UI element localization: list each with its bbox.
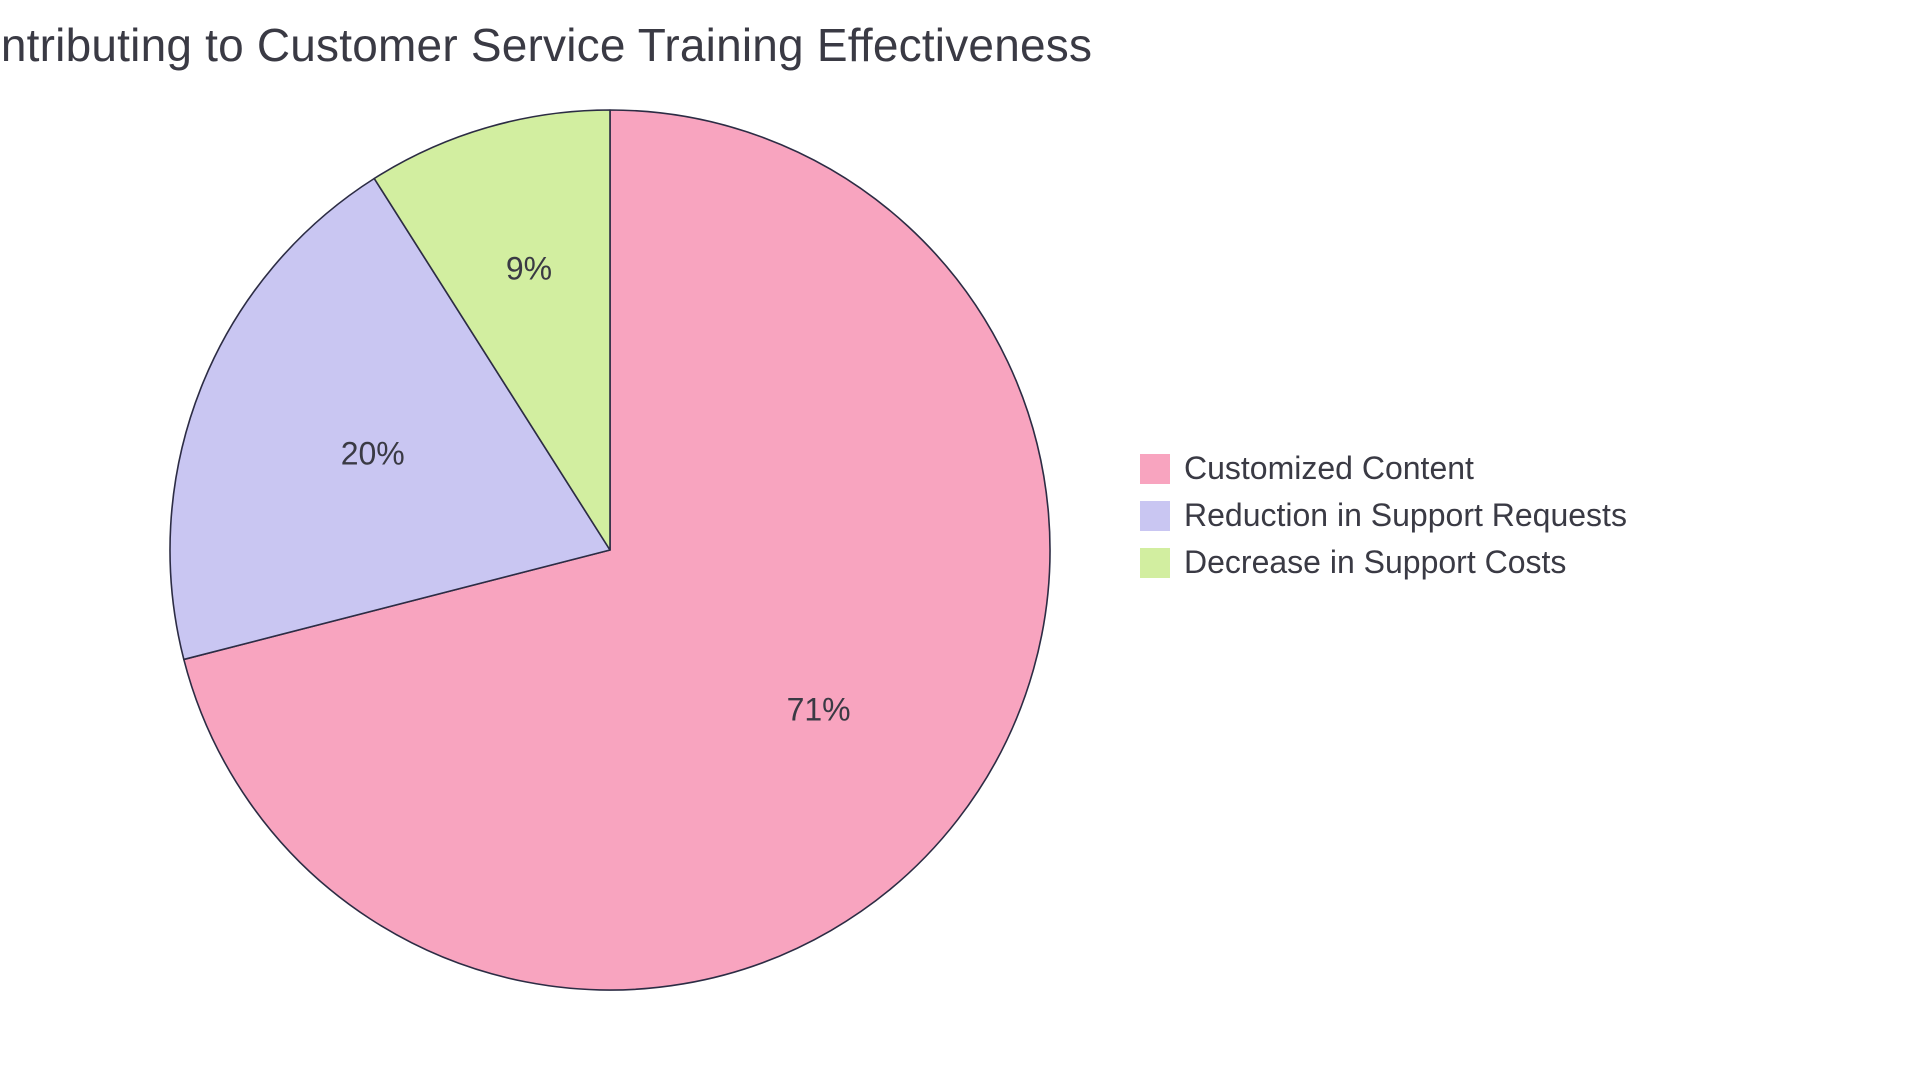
pie-svg: 71% 20% 9% — [160, 100, 1060, 1000]
legend-label-1: Reduction in Support Requests — [1184, 497, 1627, 534]
legend-item-2: Decrease in Support Costs — [1140, 544, 1627, 581]
pie-chart: 71% 20% 9% — [160, 100, 1060, 1000]
chart-container: rs Contributing to Customer Service Trai… — [0, 0, 1920, 1083]
legend-swatch-2 — [1140, 548, 1170, 578]
chart-title: rs Contributing to Customer Service Trai… — [0, 18, 1092, 72]
legend-swatch-1 — [1140, 501, 1170, 531]
legend-item-0: Customized Content — [1140, 450, 1627, 487]
pie-slice-label-0: 71% — [787, 691, 851, 727]
legend-label-0: Customized Content — [1184, 450, 1474, 487]
legend-label-2: Decrease in Support Costs — [1184, 544, 1566, 581]
legend-swatch-0 — [1140, 454, 1170, 484]
legend-item-1: Reduction in Support Requests — [1140, 497, 1627, 534]
pie-slice-label-2: 9% — [506, 251, 552, 287]
legend: Customized Content Reduction in Support R… — [1140, 450, 1627, 591]
pie-slice-label-1: 20% — [341, 436, 405, 472]
